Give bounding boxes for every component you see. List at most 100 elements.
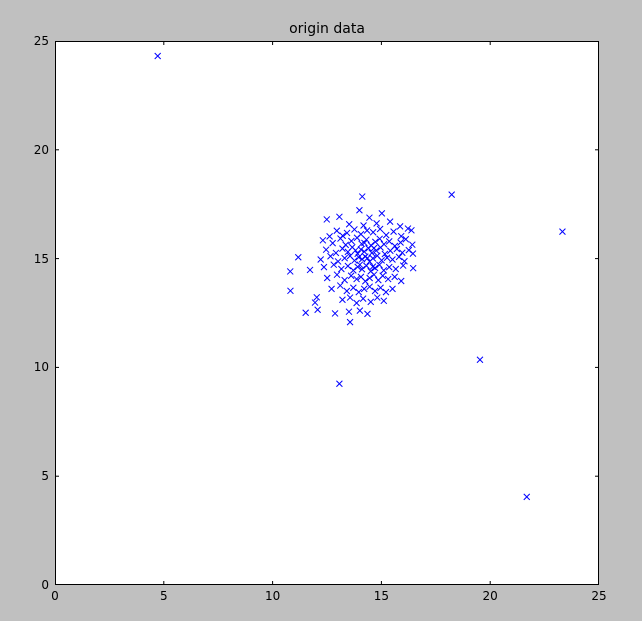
data-point bbox=[328, 285, 335, 293]
data-point bbox=[396, 223, 404, 230]
data-point bbox=[351, 226, 358, 233]
data-point bbox=[353, 234, 361, 242]
data-point bbox=[339, 245, 346, 252]
data-point bbox=[367, 298, 375, 306]
data-point bbox=[334, 258, 342, 265]
data-point bbox=[389, 256, 396, 263]
data-point bbox=[360, 285, 368, 293]
data-point bbox=[366, 214, 373, 222]
data-point bbox=[356, 307, 364, 314]
data-point bbox=[371, 238, 379, 246]
data-point bbox=[523, 493, 531, 501]
data-point bbox=[346, 318, 354, 326]
y-tick-label: 5 bbox=[41, 469, 49, 484]
data-point bbox=[393, 245, 401, 253]
data-point bbox=[327, 252, 334, 260]
data-point bbox=[382, 288, 390, 296]
data-point bbox=[408, 226, 415, 234]
data-point bbox=[356, 261, 364, 269]
data-point bbox=[395, 253, 403, 261]
data-point bbox=[317, 256, 325, 263]
data-point bbox=[385, 263, 393, 271]
data-point bbox=[370, 244, 378, 252]
data-point bbox=[448, 191, 456, 198]
plot-title: origin data bbox=[289, 21, 365, 37]
data-point bbox=[339, 296, 346, 304]
data-point bbox=[359, 295, 367, 302]
data-point bbox=[343, 229, 351, 237]
data-point bbox=[351, 257, 358, 264]
data-point bbox=[386, 218, 394, 225]
data-point bbox=[336, 213, 343, 221]
data-point bbox=[154, 52, 162, 60]
data-point bbox=[385, 238, 393, 245]
data-point bbox=[377, 244, 384, 251]
data-point bbox=[345, 220, 353, 228]
data-point bbox=[376, 225, 384, 233]
data-point bbox=[386, 247, 394, 255]
data-point bbox=[360, 248, 368, 255]
data-point bbox=[345, 308, 353, 316]
data-point bbox=[364, 310, 371, 318]
data-point bbox=[337, 235, 344, 242]
data-point bbox=[368, 249, 376, 257]
data-point bbox=[380, 297, 388, 305]
data-point bbox=[365, 245, 372, 252]
tick-marks bbox=[55, 41, 599, 585]
data-point bbox=[397, 277, 405, 285]
data-point bbox=[302, 309, 310, 317]
data-point bbox=[346, 294, 354, 301]
data-point bbox=[331, 310, 339, 317]
y-tick-label: 20 bbox=[33, 142, 49, 157]
data-point bbox=[361, 277, 369, 285]
data-point bbox=[370, 271, 378, 279]
data-point bbox=[363, 236, 370, 244]
data-point bbox=[402, 235, 410, 243]
plot-svg bbox=[55, 41, 599, 585]
x-tick-label: 10 bbox=[264, 589, 281, 603]
scatter-series bbox=[154, 52, 566, 501]
axes-background bbox=[55, 41, 599, 585]
data-point bbox=[357, 246, 365, 253]
data-point bbox=[361, 239, 368, 247]
data-point bbox=[369, 228, 377, 236]
data-point bbox=[363, 227, 371, 234]
data-point bbox=[306, 266, 314, 274]
data-point bbox=[379, 272, 387, 280]
x-tick-label: 0 bbox=[51, 589, 59, 603]
data-point bbox=[366, 274, 374, 282]
data-point bbox=[360, 222, 367, 229]
x-tick-label: 20 bbox=[482, 589, 498, 603]
data-point bbox=[353, 299, 360, 307]
axes-area bbox=[55, 41, 599, 585]
data-point bbox=[352, 246, 359, 254]
data-point bbox=[349, 266, 357, 274]
data-point bbox=[401, 257, 408, 265]
data-point bbox=[336, 380, 343, 388]
data-point bbox=[398, 249, 406, 257]
data-point bbox=[313, 293, 321, 301]
y-tick-label: 15 bbox=[33, 251, 49, 266]
y-tick-label: 10 bbox=[33, 360, 49, 375]
data-point bbox=[399, 262, 407, 269]
x-tick-label: 15 bbox=[373, 589, 390, 603]
data-point bbox=[369, 255, 377, 262]
data-point bbox=[363, 262, 370, 270]
data-point bbox=[476, 356, 484, 364]
data-point bbox=[391, 273, 399, 281]
data-point bbox=[322, 246, 330, 254]
data-point bbox=[378, 209, 386, 217]
data-point bbox=[409, 250, 417, 257]
data-point bbox=[333, 271, 341, 279]
data-point bbox=[329, 239, 337, 247]
data-point bbox=[380, 266, 388, 274]
data-point bbox=[377, 284, 384, 292]
data-point bbox=[355, 253, 363, 261]
data-point bbox=[349, 284, 357, 292]
data-point bbox=[384, 275, 392, 283]
data-point bbox=[373, 219, 380, 227]
data-point bbox=[326, 233, 333, 240]
data-point bbox=[369, 263, 377, 271]
data-point bbox=[376, 235, 384, 243]
data-point bbox=[287, 287, 294, 295]
